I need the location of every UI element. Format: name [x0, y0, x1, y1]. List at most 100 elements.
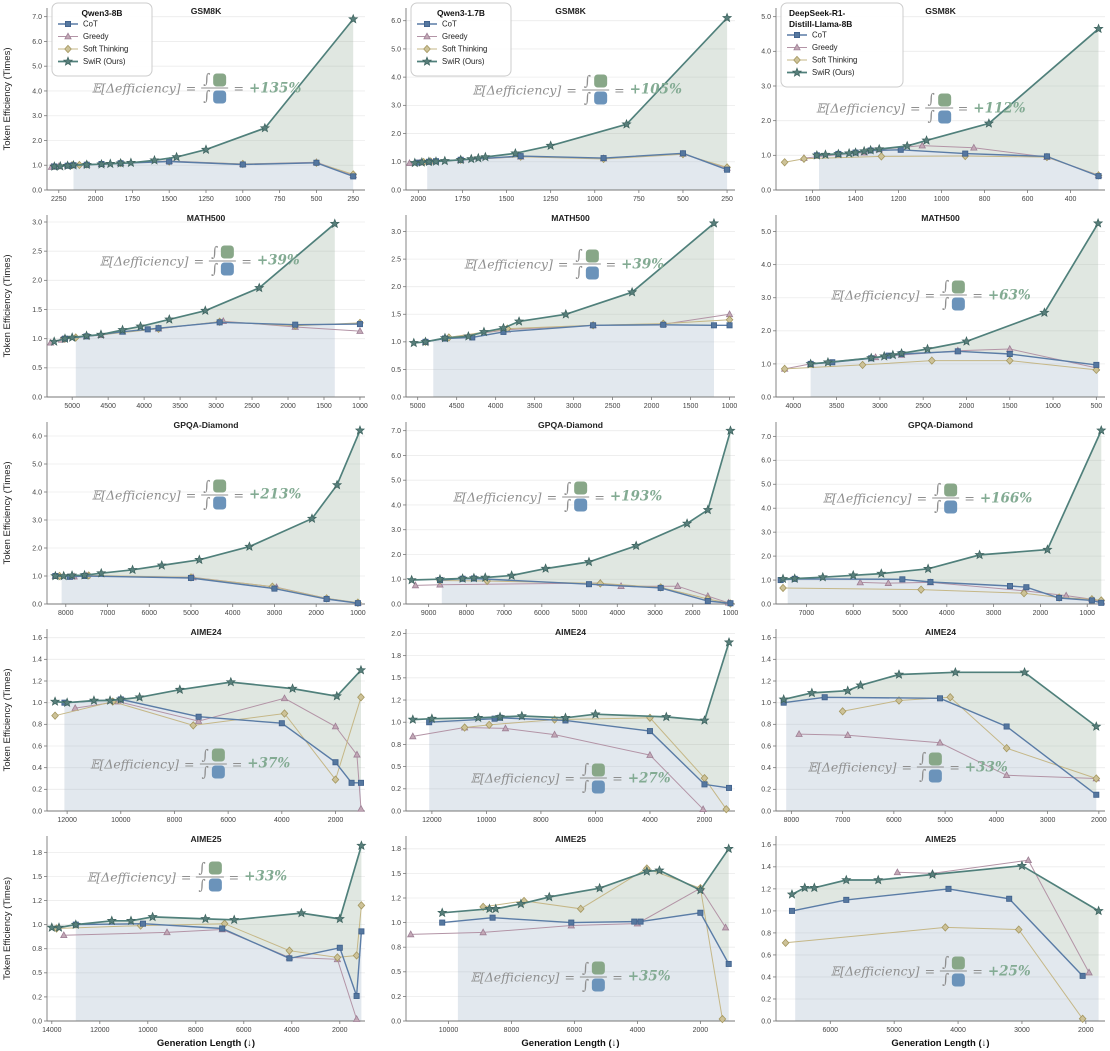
- formula-prefix: 𝔼[Δefficiency]: [470, 770, 560, 786]
- chart-title: MATH500: [187, 213, 226, 223]
- blue-area-swatch: [585, 266, 599, 280]
- integral-fraction: ∫ ∫: [932, 482, 960, 515]
- chart-aime24-col1: 0.0 0.2 0.5 0.8 1.0 1.2 1.5 1.8 2.0 12000 10000 800…: [370, 621, 740, 828]
- x-axis-ticks: 8000 7000 6000 5000 4000 3000 2000 1000: [58, 604, 366, 617]
- chart-math500-col0: 0.0 0.5 1.0 1.5 2.0 2.5 3.0 5000 4500 4000 3500 300…: [0, 207, 370, 414]
- x-tick-label: 6000: [588, 817, 604, 824]
- chart-title: GPQA-Diamond: [174, 420, 239, 430]
- equals-sign: =: [546, 489, 558, 505]
- gridlines: [776, 844, 1105, 1000]
- y-tick-label: 0.0: [32, 601, 42, 608]
- numerator: ∫: [580, 960, 607, 976]
- series-soft-line: [483, 867, 723, 1020]
- equals-sign: =: [612, 969, 623, 985]
- y-tick-label: 1.2: [32, 678, 42, 685]
- plot-svg: 0.0 0.2 0.4 0.6 0.8 1.0 1.2 1.4 1.6 12000 10000 800…: [2, 627, 367, 824]
- denominator: ∫: [201, 495, 228, 511]
- y-tick-label: 1.0: [391, 339, 401, 346]
- y-tick-label: 0.2: [391, 994, 401, 1001]
- y-tick-label: 0.0: [761, 394, 771, 401]
- y-tick-label: 0.0: [391, 808, 401, 815]
- x-tick-label: 1000: [350, 610, 366, 617]
- efficiency-value: +193%: [609, 488, 663, 505]
- formula-prefix: 𝔼[Δefficiency]: [830, 287, 920, 303]
- x-tick-label: 8000: [167, 817, 183, 824]
- baseline-area: [787, 578, 1102, 604]
- series-swir: [46, 840, 367, 932]
- y-tick-label: 0.0: [391, 187, 401, 194]
- green-area-swatch: [592, 961, 606, 975]
- x-tick-label: 2000: [332, 1027, 348, 1034]
- x-tick-label: 4000: [274, 817, 290, 824]
- baseline-area: [427, 153, 728, 190]
- x-tick-label: 7000: [835, 817, 851, 824]
- denominator: ∫: [209, 261, 236, 277]
- series-greedy-line: [897, 859, 1090, 973]
- x-tick-label: 1250: [543, 196, 559, 203]
- gain-area: [73, 19, 354, 177]
- y-tick-label: 6.0: [391, 453, 401, 460]
- equals-sign: =: [233, 487, 244, 503]
- integral-sign: ∫: [942, 971, 950, 988]
- y-tick-label: 5.0: [761, 482, 771, 489]
- integral-fraction: ∫ ∫: [201, 478, 229, 511]
- chart-title: GSM8K: [925, 6, 956, 16]
- x-tick-label: 5000: [892, 610, 908, 617]
- baseline-area: [795, 888, 1099, 1021]
- legend-label-swir: SwiR (Ours): [83, 57, 126, 66]
- series-cot: [439, 909, 732, 967]
- efficiency-value: +37%: [247, 755, 291, 772]
- x-tick-label: 7000: [496, 610, 512, 617]
- x-tick-label: 800: [979, 196, 991, 203]
- y-tick-label: 7.0: [391, 428, 401, 435]
- integral-fraction: ∫ ∫: [573, 248, 601, 281]
- chart-gpqa-diamond-col0: 0.0 1.0 2.0 3.0 4.0 5.0 6.0 8000 7000 6000 5000 400…: [0, 414, 370, 621]
- chart-title: AIME24: [190, 627, 221, 637]
- y-tick-label: 0.0: [391, 394, 401, 401]
- x-axis-ticks: 4000 3500 3000 2500 2000 1500 1000 500: [786, 397, 1102, 410]
- x-tick-label: 1200: [891, 196, 907, 203]
- x-tick-label: 3500: [172, 403, 188, 410]
- x-tick-label: 10000: [439, 1027, 459, 1034]
- x-tick-label: 1500: [161, 196, 177, 203]
- y-axis-ticks: 0.0 1.0 2.0 3.0 4.0 5.0: [761, 14, 776, 194]
- legend-label-cot: CoT: [812, 31, 827, 40]
- plot-svg: 0.0 1.0 2.0 3.0 4.0 5.0 6.0 2000 1750 1500 1250 100…: [391, 2, 735, 203]
- x-tick-label: 6000: [567, 1027, 583, 1034]
- x-tick-label: 5000: [64, 403, 80, 410]
- y-axis-ticks: 0.0 1.0 2.0 3.0 4.0 5.0: [761, 229, 776, 401]
- y-tick-label: 2.0: [391, 284, 401, 291]
- y-tick-label: 0.0: [761, 187, 771, 194]
- legend: DeepSeek-R1-Distill-Llama-8B CoT Greedy Sof…: [780, 2, 904, 88]
- blue-area-swatch: [952, 297, 966, 311]
- y-tick-label: 1.6: [32, 635, 42, 642]
- x-tick-label: 1000: [722, 403, 738, 410]
- series-swir-line: [413, 222, 715, 344]
- baseline-area: [429, 717, 729, 811]
- blue-area-swatch: [592, 780, 606, 794]
- baseline-area: [819, 149, 1099, 190]
- chart-aime25-col0: 0.0 0.2 0.5 0.8 1.0 1.2 1.5 1.8 14000 12000 10000 8…: [0, 828, 370, 1051]
- y-tick-label: 0.0: [761, 1018, 771, 1025]
- x-tick-label: 4000: [989, 817, 1005, 824]
- x-tick-label: 12000: [90, 1027, 110, 1034]
- y-tick-label: 0.5: [391, 367, 401, 374]
- numerator: ∫: [573, 248, 600, 264]
- gridlines: [776, 435, 1105, 581]
- equals-sign: =: [231, 756, 243, 772]
- series-soft: [781, 923, 1087, 1023]
- gridlines: [406, 848, 735, 997]
- x-tick-label: 1500: [1002, 403, 1018, 410]
- blue-area-swatch: [592, 978, 606, 992]
- y-axis-ticks: 0.0 0.2 0.5 0.8 1.0 1.2 1.5 1.8: [32, 850, 47, 1025]
- legend-label-cot: CoT: [442, 20, 457, 29]
- gain-area: [75, 845, 362, 996]
- y-tick-label: 4.0: [761, 506, 771, 513]
- fraction-bar: [209, 260, 237, 261]
- legend-label-soft: Soft Thinking: [442, 45, 487, 54]
- x-tick-label: 3000: [1014, 1027, 1030, 1034]
- chart-title: GSM8K: [555, 6, 586, 16]
- y-tick-label: 2.0: [761, 118, 771, 125]
- y-tick-label: 0.0: [32, 808, 42, 815]
- y-axis-ticks: 0.0 1.0 2.0 3.0 4.0 5.0 6.0 7.0: [391, 428, 406, 608]
